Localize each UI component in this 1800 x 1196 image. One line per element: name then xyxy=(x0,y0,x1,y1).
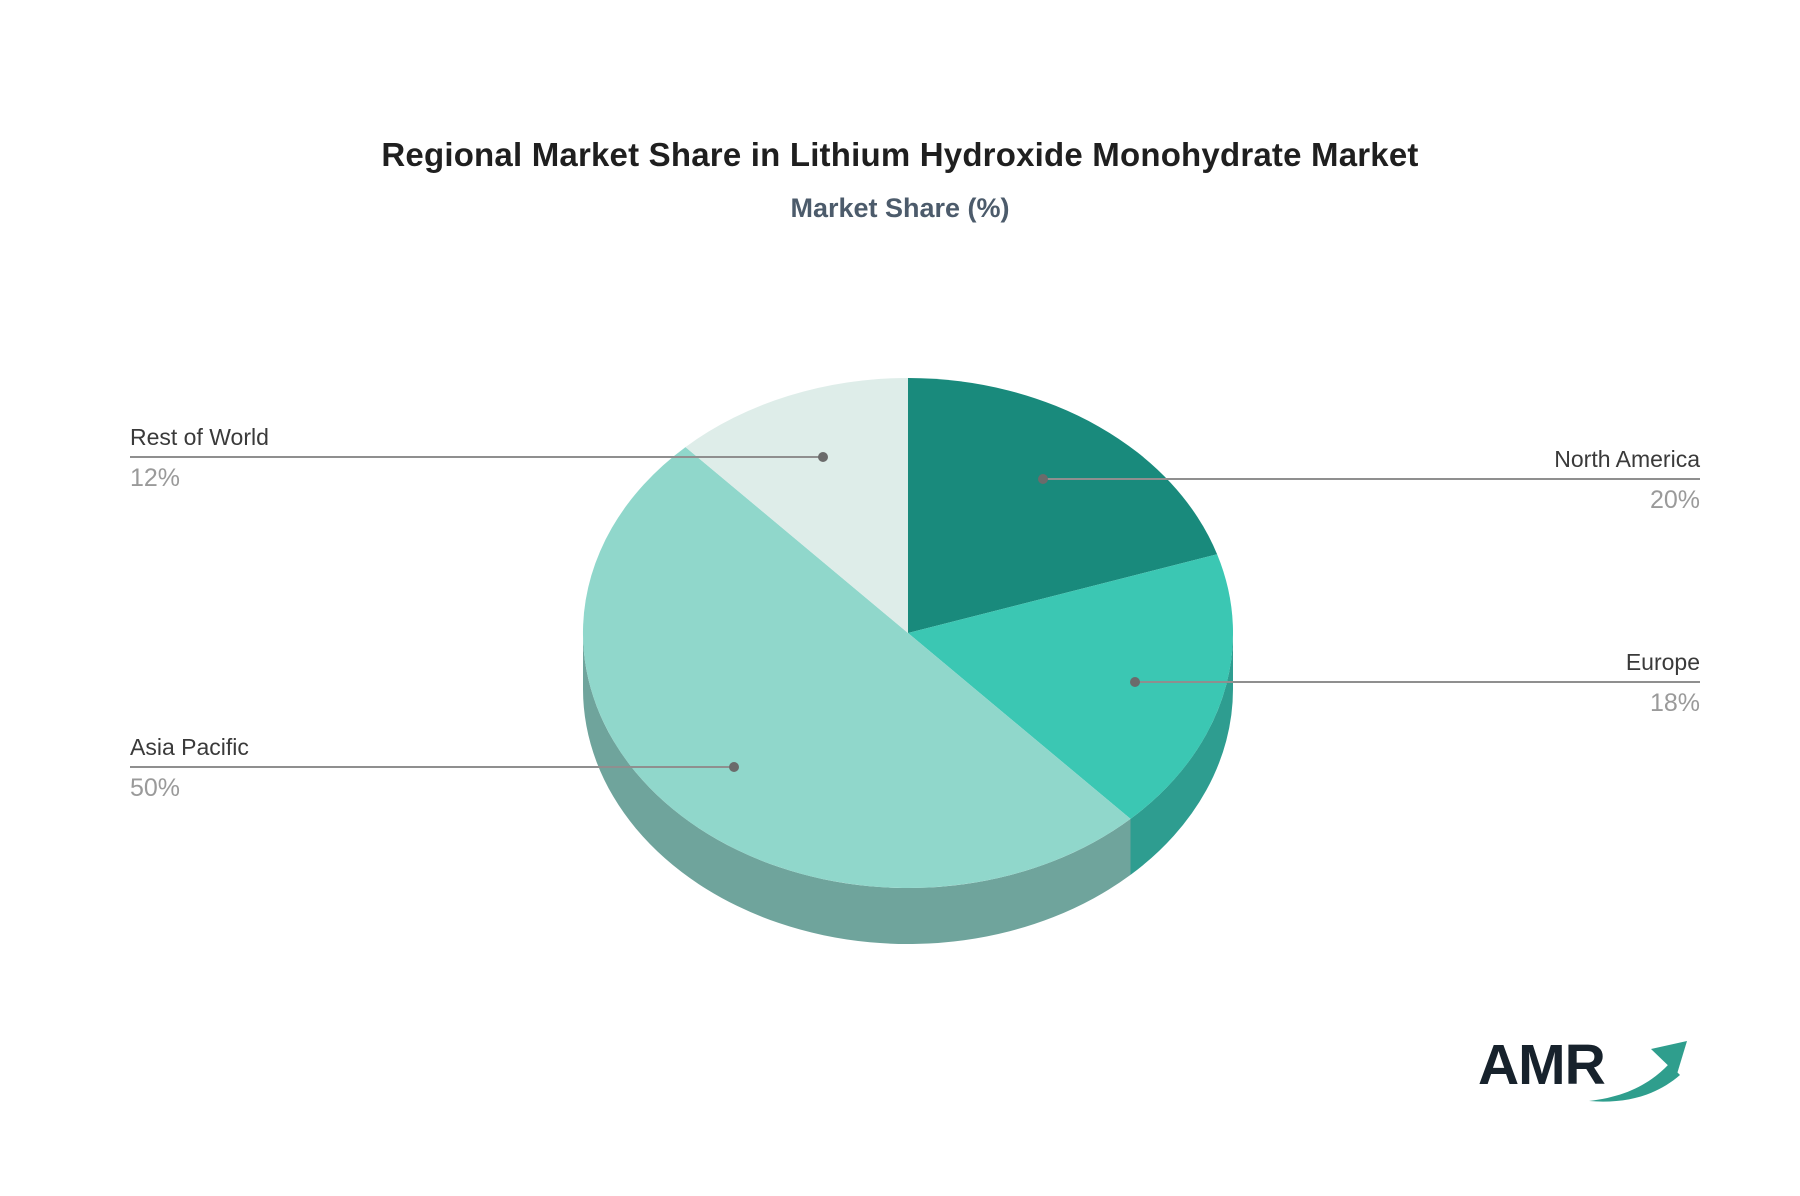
logo-arrow-icon xyxy=(1588,1041,1687,1102)
amr-logo-text: AMR xyxy=(1478,1033,1606,1097)
connector-dot-north-america xyxy=(1038,474,1048,484)
pie-slice-north-america xyxy=(908,378,1218,633)
callout-north-america: North America 20% xyxy=(1554,445,1700,515)
slice-value: 20% xyxy=(1649,486,1700,514)
chart-subtitle: Market Share (%) xyxy=(790,193,1010,223)
pie-side-europe xyxy=(1130,633,1233,875)
slice-value: 50% xyxy=(130,774,181,802)
chart-title: Regional Market Share in Lithium Hydroxi… xyxy=(381,136,1419,173)
pie-side-asia-pacific xyxy=(583,633,1131,945)
slice-label: Europe xyxy=(1625,649,1700,675)
connector-dot-asia-pacific xyxy=(729,762,739,772)
pie-slice-rest-of-world xyxy=(685,378,908,633)
connector-dot-europe xyxy=(1130,677,1140,687)
slice-label: Asia Pacific xyxy=(130,734,249,760)
slice-label: Rest of World xyxy=(130,424,269,450)
callout-rest-of-world: Rest of World 12% xyxy=(130,423,269,493)
pie-slice-asia-pacific xyxy=(582,447,1131,889)
amr-logo: AMR xyxy=(1478,1036,1689,1104)
pie-slice-europe xyxy=(908,554,1234,819)
slice-value: 12% xyxy=(130,464,181,492)
callout-asia-pacific: Asia Pacific 50% xyxy=(130,733,249,803)
connector-dot-rest-of-world xyxy=(818,452,828,462)
callout-europe: Europe 18% xyxy=(1626,648,1700,718)
slice-label: North America xyxy=(1554,446,1700,472)
slice-value: 18% xyxy=(1649,689,1700,717)
